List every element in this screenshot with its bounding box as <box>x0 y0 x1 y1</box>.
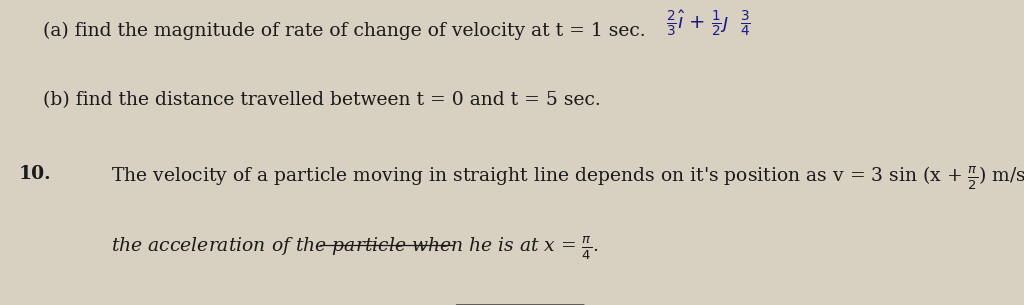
Text: $\frac{2}{3}$$\hat{\imath}$ + $\frac{1}{2}$$\jmath$  $\frac{3}{4}$: $\frac{2}{3}$$\hat{\imath}$ + $\frac{1}{… <box>666 9 751 39</box>
Text: The velocity of a particle moving in straight line depends on it's position as v: The velocity of a particle moving in str… <box>111 165 1024 192</box>
Text: 10.: 10. <box>18 165 51 183</box>
Text: (b) find the distance travelled between t = 0 and t = 5 sec.: (b) find the distance travelled between … <box>43 92 601 109</box>
Text: (a) find the magnitude of rate of change of velocity at t = 1 sec.: (a) find the magnitude of rate of change… <box>43 21 646 40</box>
Text: the acceleration of the particle when he is at x = $\frac{\pi}{4}$.: the acceleration of the particle when he… <box>111 235 599 262</box>
